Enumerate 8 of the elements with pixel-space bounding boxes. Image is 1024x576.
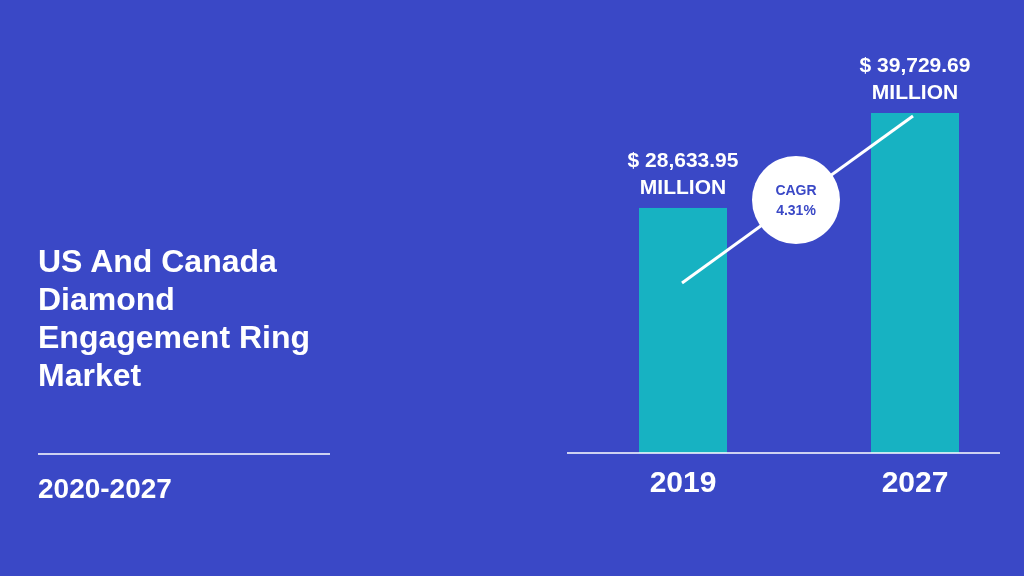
annotation: 4.31% bbox=[776, 202, 817, 218]
annotation: CAGR bbox=[775, 182, 817, 198]
text: 2020-2027 bbox=[38, 473, 172, 504]
text: US And Canada Diamond Engagement Ring Market bbox=[38, 243, 311, 393]
data-label: $ 28,633.95 MILLION bbox=[627, 147, 739, 198]
x-tick-label: 2027 bbox=[881, 465, 949, 498]
data-label: $ 39,729.69 MILLION bbox=[859, 53, 971, 103]
x-tick-label: 2019 bbox=[649, 465, 717, 498]
